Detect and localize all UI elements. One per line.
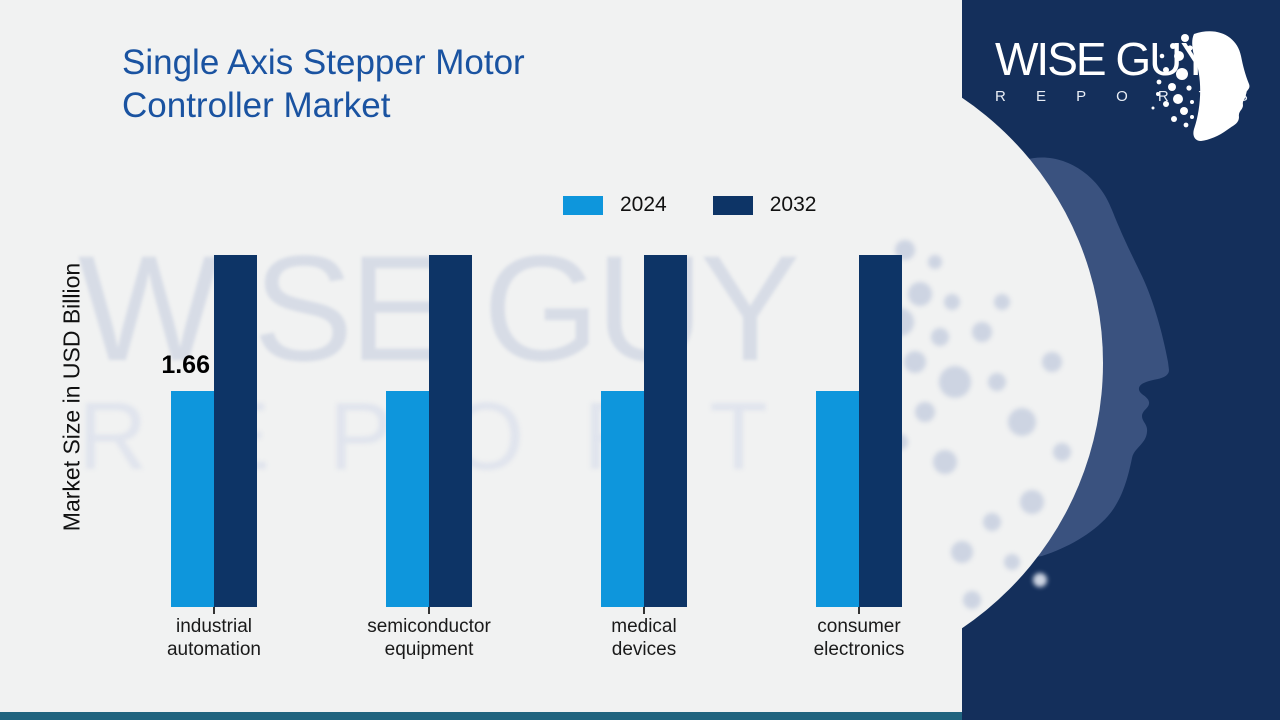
x-axis-tick xyxy=(213,607,215,614)
bar-2032-medical-devices xyxy=(644,255,687,607)
legend-entry-2024: 2024 xyxy=(563,193,667,217)
bar-2032-semiconductor-equipment xyxy=(429,255,472,607)
legend-label: 2024 xyxy=(620,193,667,216)
legend-label: 2032 xyxy=(769,193,817,216)
dotted-head-profile-icon xyxy=(1151,31,1250,141)
bar-2032-industrial-automation xyxy=(214,255,257,607)
bar-2024-industrial-automation xyxy=(171,391,214,607)
bottom-accent-bar xyxy=(0,712,962,720)
category-label: consumer electronics xyxy=(813,616,905,661)
bar-2024-medical-devices xyxy=(601,391,644,607)
chart-legend: 2024 2032 xyxy=(563,193,816,217)
bar-2024-semiconductor-equipment xyxy=(386,391,429,607)
category-label: industrial automation xyxy=(166,616,261,661)
category-label: semiconductor equipment xyxy=(367,616,491,661)
wise-guy-reports-logo: WISE GUY R E P O R T S xyxy=(995,31,1265,141)
x-axis-tick xyxy=(858,607,860,614)
legend-entry-2032: 2032 xyxy=(712,193,817,217)
bar-2032-consumer-electronics xyxy=(859,255,902,607)
x-axis-tick xyxy=(643,607,645,614)
logo-subtext: R E P O R T S xyxy=(995,88,1261,105)
page-title-line2: Controller Market xyxy=(122,85,391,125)
page-title: Single Axis Stepper Motor Controller Mar… xyxy=(122,42,525,127)
legend-swatch-2032 xyxy=(712,195,753,215)
background-circle-shape xyxy=(463,43,1103,683)
legend-swatch-2024 xyxy=(563,195,603,215)
x-axis-tick xyxy=(428,607,430,614)
bar-2024-consumer-electronics xyxy=(816,391,859,607)
bar-value-label: 1.66 xyxy=(161,351,210,379)
page-title-line1: Single Axis Stepper Motor xyxy=(122,43,525,82)
y-axis-label: Market Size in USD Billion xyxy=(58,262,85,532)
category-label: medical devices xyxy=(611,616,677,661)
